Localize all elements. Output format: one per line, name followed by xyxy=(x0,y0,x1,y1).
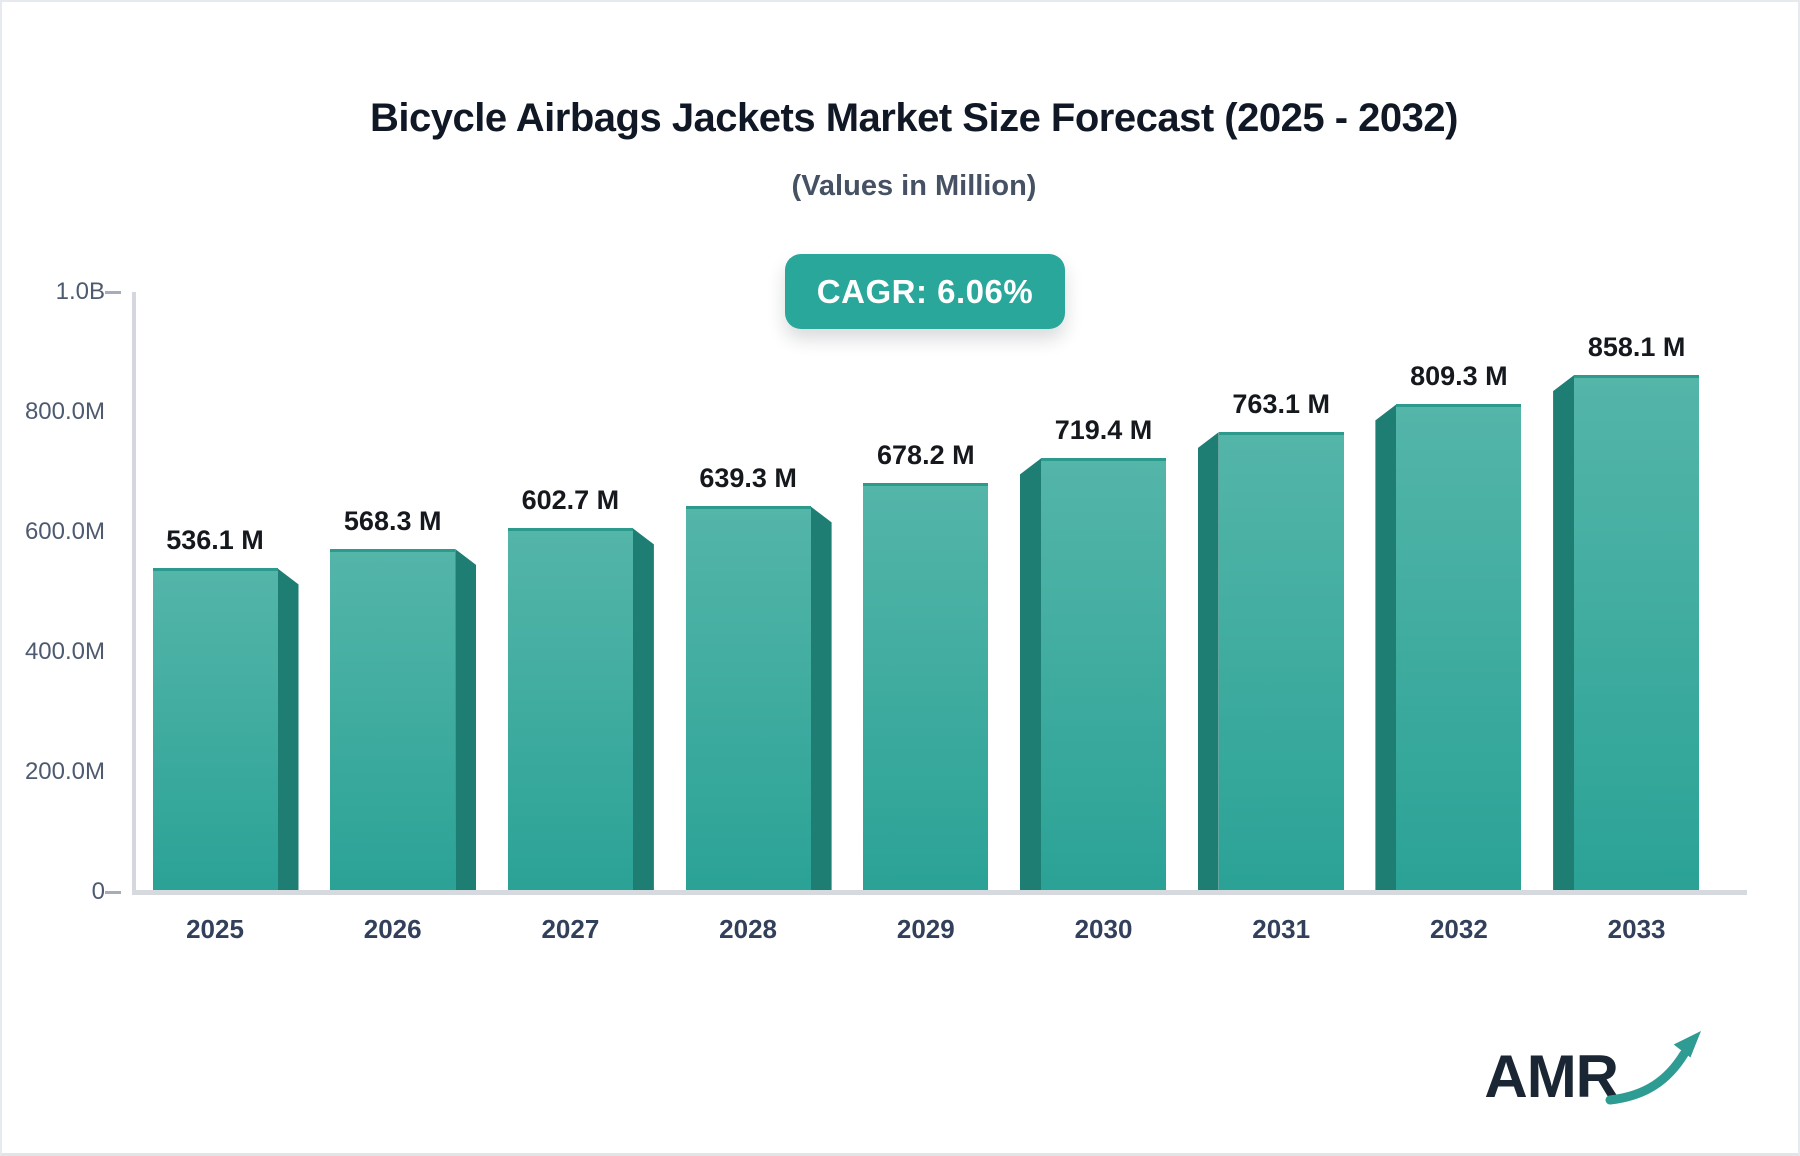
bar-side-panel xyxy=(1375,404,1397,890)
y-axis-label: 1.0B xyxy=(55,278,105,305)
bar xyxy=(507,528,633,890)
x-axis-label: 2031 xyxy=(1252,914,1311,944)
x-axis-label: 2030 xyxy=(1074,914,1133,944)
x-axis-label: 2025 xyxy=(186,914,244,944)
bar-side-panel xyxy=(455,549,477,890)
bar-value-label: 568.3 M xyxy=(343,506,442,537)
amr-logo-text: AMR xyxy=(1484,1043,1619,1110)
bar-side-panel xyxy=(1020,458,1041,890)
bar-side-panel xyxy=(632,528,654,890)
cagr-badge-label: CAGR: 6.06% xyxy=(816,272,1034,310)
y-axis-line xyxy=(132,292,136,892)
cagr-badge: CAGR: 6.06% xyxy=(785,254,1065,329)
y-axis-label: 0 xyxy=(91,878,105,905)
x-axis-label: 2027 xyxy=(541,914,600,944)
x-axis-label: 2026 xyxy=(363,914,422,944)
chart-subtitle: (Values in Million) xyxy=(791,170,1037,202)
bar-side-panel xyxy=(1197,432,1219,890)
bar-side-panel xyxy=(277,568,299,890)
bar-value-label: 809.3 M xyxy=(1410,361,1508,392)
bar xyxy=(1218,432,1344,890)
bar xyxy=(1041,458,1166,890)
bar-value-label: 763.1 M xyxy=(1232,389,1330,420)
bar xyxy=(1396,404,1522,890)
x-axis-label: 2028 xyxy=(719,914,778,944)
bar-value-label: 858.1 M xyxy=(1587,332,1686,363)
bar xyxy=(152,568,278,890)
y-axis-label: 800.0M xyxy=(24,398,105,425)
bar xyxy=(1574,375,1700,890)
bar-value-label: 719.4 M xyxy=(1054,415,1153,446)
bar-side-panel xyxy=(1553,375,1575,890)
amr-logo: AMR xyxy=(1484,1024,1708,1112)
chart-title: Bicycle Airbags Jackets Market Size Fore… xyxy=(370,96,1458,140)
y-axis-tick xyxy=(105,891,121,894)
x-axis-label: 2029 xyxy=(896,914,955,944)
bar xyxy=(330,549,456,890)
bar xyxy=(685,506,811,890)
bar-value-label: 602.7 M xyxy=(521,485,620,516)
y-axis-tick xyxy=(105,291,121,294)
y-axis-label: 600.0M xyxy=(24,518,105,545)
x-axis-label: 2033 xyxy=(1607,914,1666,944)
bar-side-panel xyxy=(810,506,832,890)
bar xyxy=(863,483,989,890)
x-axis-baseline xyxy=(132,890,1747,895)
growth-arrow-icon xyxy=(1605,1031,1701,1105)
y-axis-label: 200.0M xyxy=(24,758,105,785)
y-axis-label: 400.0M xyxy=(24,638,105,665)
bar-value-label: 639.3 M xyxy=(699,463,797,494)
bar-value-label: 678.2 M xyxy=(877,440,975,471)
x-axis-label: 2032 xyxy=(1429,914,1488,944)
bar-value-label: 536.1 M xyxy=(166,525,264,556)
